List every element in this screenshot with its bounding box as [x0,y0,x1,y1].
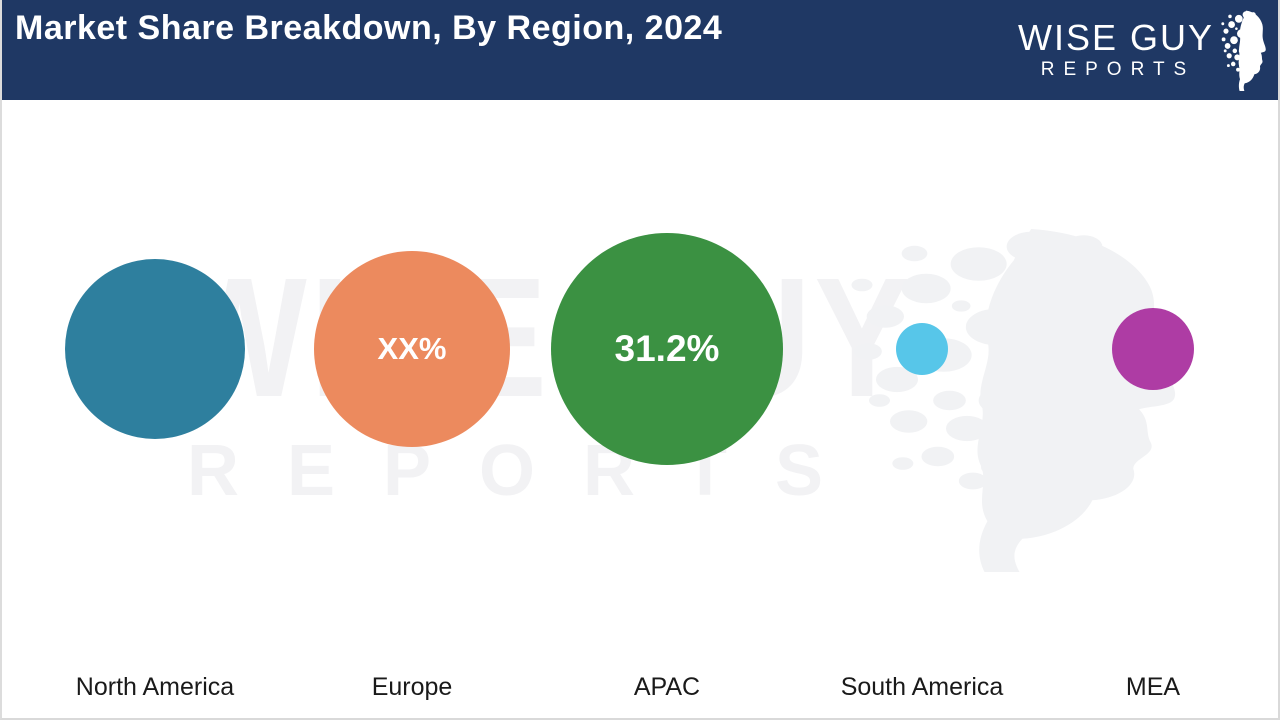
bubble-apac: 31.2% [551,233,783,465]
bubble-north-america [65,259,245,439]
header-bar: Market Share Breakdown, By Region, 2024 … [2,0,1278,100]
logo-wordmark: WISE GUY [1017,17,1214,59]
bubble-value-label-apac: 31.2% [614,328,720,369]
region-label-north-america: North America [75,673,235,701]
region-label-mea: MEA [1125,673,1181,701]
bubble-value-label-europe: XX% [377,331,447,366]
page-title: Market Share Breakdown, By Region, 2024 [15,9,723,47]
logo-text: WISE GUY REPORTS [1018,19,1214,81]
region-label-europe: Europe [371,673,453,701]
watermark-face-icon [827,222,1177,572]
wise-guy-logo: WISE GUY REPORTS [1018,6,1266,94]
watermark-subtitle: REPORTS [187,431,872,511]
bubble-south-america [896,323,948,375]
bubble-chart: WISE GUY REPORTS North America XX% Europe 3… [2,100,1280,720]
bubble-mea [1112,308,1194,390]
logo-subtitle: REPORTS [1040,58,1196,80]
region-label-apac: APAC [633,673,701,701]
region-label-south-america: South America [840,673,1004,701]
wise-guy-face-icon [1218,9,1266,91]
bubble-europe: XX% [314,251,510,447]
watermark-wordmark: WISE GUY [172,243,913,433]
